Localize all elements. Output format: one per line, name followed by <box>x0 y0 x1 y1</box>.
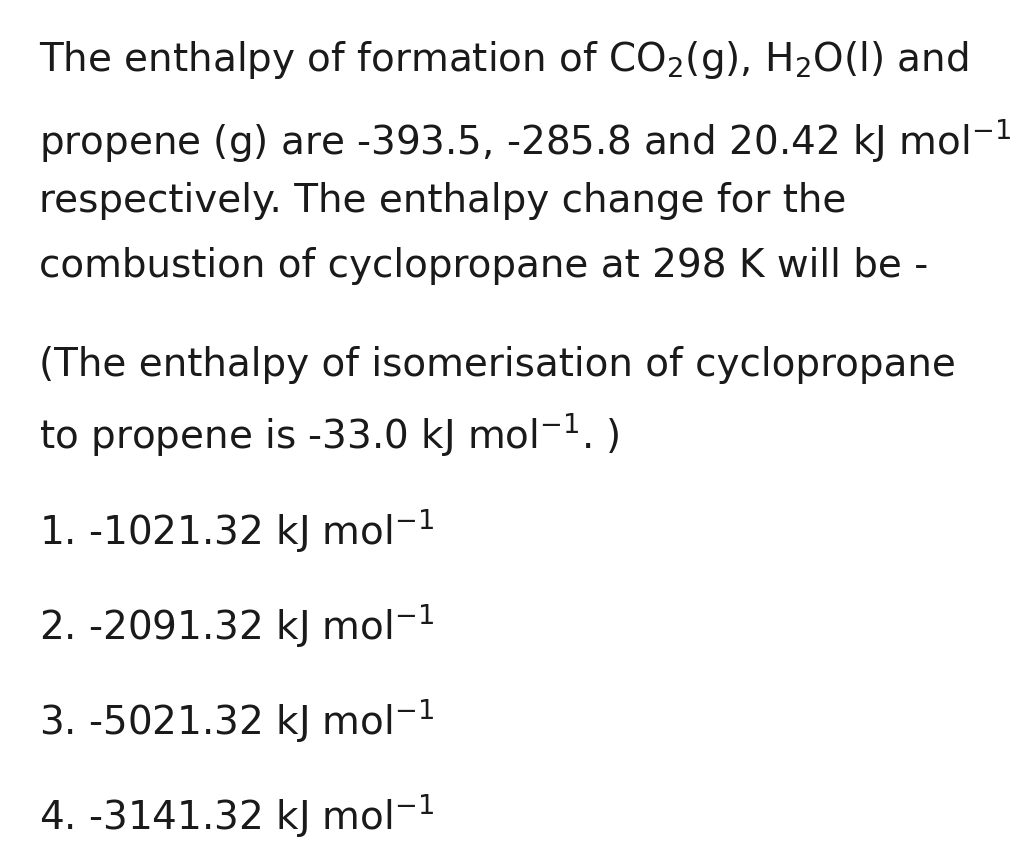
Text: to propene is -33.0 kJ mol$^{-1}$. ): to propene is -33.0 kJ mol$^{-1}$. ) <box>39 411 620 458</box>
Text: The enthalpy of formation of CO$_2$(g), H$_2$O(l) and: The enthalpy of formation of CO$_2$(g), … <box>39 39 969 81</box>
Text: propene (g) are -393.5, -285.8 and 20.42 kJ mol$^{-1}$: propene (g) are -393.5, -285.8 and 20.42… <box>39 117 1011 164</box>
Text: (The enthalpy of isomerisation of cyclopropane: (The enthalpy of isomerisation of cyclop… <box>39 346 955 385</box>
Text: 3. -5021.32 kJ mol$^{-1}$: 3. -5021.32 kJ mol$^{-1}$ <box>39 697 434 744</box>
Text: 4. -3141.32 kJ mol$^{-1}$: 4. -3141.32 kJ mol$^{-1}$ <box>39 792 434 839</box>
Text: 2. -2091.32 kJ mol$^{-1}$: 2. -2091.32 kJ mol$^{-1}$ <box>39 602 434 649</box>
Text: 1. -1021.32 kJ mol$^{-1}$: 1. -1021.32 kJ mol$^{-1}$ <box>39 507 434 553</box>
Text: respectively. The enthalpy change for the: respectively. The enthalpy change for th… <box>39 182 846 220</box>
Text: combustion of cyclopropane at 298 K will be -: combustion of cyclopropane at 298 K will… <box>39 247 928 285</box>
